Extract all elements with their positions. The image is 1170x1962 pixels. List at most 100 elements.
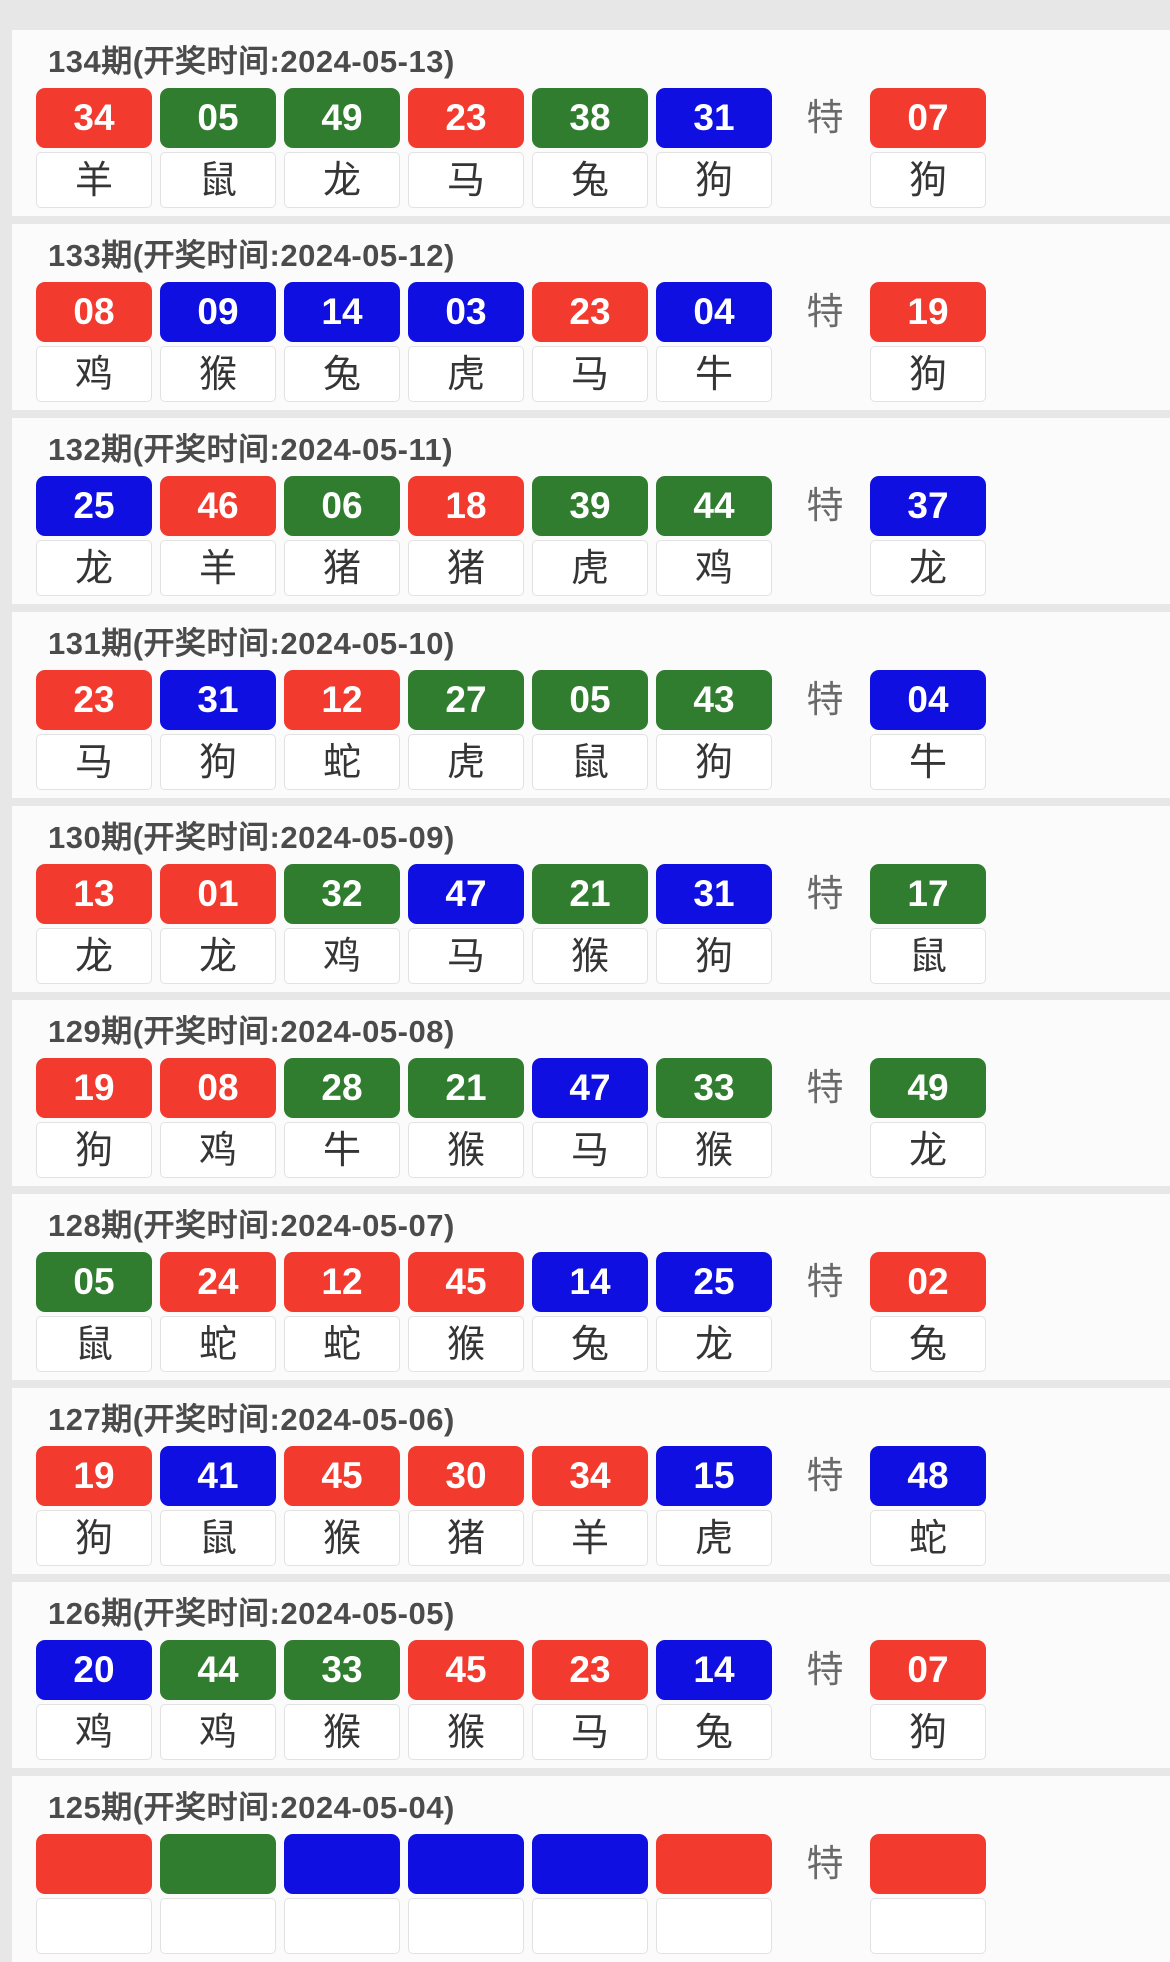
ball-cell: 12 蛇: [284, 670, 400, 790]
number-ball: 12: [284, 670, 400, 730]
special-label: 特: [806, 97, 844, 138]
ball-row: 34 羊 05 鼠 49 龙 23 马 38 兔 31 狗特 07 狗: [12, 88, 1170, 208]
zodiac-label: 鸡: [36, 1704, 152, 1760]
zodiac-label: 猪: [408, 1510, 524, 1566]
zodiac-label: 羊: [532, 1510, 648, 1566]
number-ball: 49: [284, 88, 400, 148]
number-ball: 27: [408, 670, 524, 730]
number-ball: 49: [870, 1058, 986, 1118]
zodiac-label: 牛: [656, 346, 772, 402]
number-ball: 07: [870, 88, 986, 148]
number-ball: 23: [532, 282, 648, 342]
special-ball-cell: 17 鼠: [870, 864, 986, 984]
zodiac-label: 蛇: [160, 1316, 276, 1372]
ball-cell: 34 羊: [36, 88, 152, 208]
number-ball: 13: [36, 864, 152, 924]
zodiac-label: 兔: [532, 1316, 648, 1372]
zodiac-label: 鸡: [284, 928, 400, 984]
zodiac-label: 马: [532, 346, 648, 402]
zodiac-label: 鸡: [160, 1122, 276, 1178]
zodiac-label: 虎: [532, 540, 648, 596]
number-ball: 21: [532, 864, 648, 924]
zodiac-label: 羊: [160, 540, 276, 596]
number-ball: [408, 1834, 524, 1894]
zodiac-label: 鼠: [870, 928, 986, 984]
draw-block: 133期(开奖时间:2024-05-12) 08 鸡 09 猴 14 兔 03 虎 23 马 04 牛…: [12, 224, 1170, 410]
ball-cell: 20 鸡: [36, 1640, 152, 1760]
zodiac-label: 狗: [656, 928, 772, 984]
ball-cell: 38 兔: [532, 88, 648, 208]
ball-cell: 13 龙: [36, 864, 152, 984]
number-ball: 45: [284, 1446, 400, 1506]
zodiac-label: 虎: [408, 734, 524, 790]
zodiac-label: 兔: [284, 346, 400, 402]
special-ball-cell: 02 兔: [870, 1252, 986, 1372]
ball-row: 25 龙 46 羊 06 猪 18 猪 39 虎 44 鸡特 37 龙: [12, 476, 1170, 596]
draw-title: 132期(开奖时间:2024-05-11): [48, 432, 454, 467]
ball-row: 20 鸡 44 鸡 33 猴 45 猴 23 马 14 兔特 07 狗: [12, 1640, 1170, 1760]
ball-row: 23 马 31 狗 12 蛇 27 虎 05 鼠 43 狗特 04 牛: [12, 670, 1170, 790]
number-ball: 47: [408, 864, 524, 924]
zodiac-label: 猴: [532, 928, 648, 984]
ball-cell: 31 狗: [656, 88, 772, 208]
zodiac-label: 马: [532, 1704, 648, 1760]
zodiac-label: 龙: [36, 928, 152, 984]
zodiac-label: 马: [408, 928, 524, 984]
ball-cell: 27 虎: [408, 670, 524, 790]
ball-cell: 05 鼠: [36, 1252, 152, 1372]
number-ball: 23: [36, 670, 152, 730]
page-top-margin: [0, 0, 1170, 30]
draw-results-list: 134期(开奖时间:2024-05-13) 34 羊 05 鼠 49 龙 23 马 38 兔 31 狗…: [0, 30, 1170, 1962]
ball-cell: 09 猴: [160, 282, 276, 402]
special-label: 特: [806, 485, 844, 526]
zodiac-label: 狗: [870, 152, 986, 208]
number-ball: 37: [870, 476, 986, 536]
ball-cell: 45 猴: [408, 1252, 524, 1372]
zodiac-label: 羊: [36, 152, 152, 208]
zodiac-label: 鸡: [36, 346, 152, 402]
ball-cell: 14 兔: [532, 1252, 648, 1372]
zodiac-label: 龙: [36, 540, 152, 596]
special-label: 特: [806, 679, 844, 720]
number-ball: 38: [532, 88, 648, 148]
number-ball: [656, 1834, 772, 1894]
number-ball: 31: [656, 88, 772, 148]
number-ball: 41: [160, 1446, 276, 1506]
number-ball: 30: [408, 1446, 524, 1506]
ball-cell: 47 马: [532, 1058, 648, 1178]
draw-title: 127期(开奖时间:2024-05-06): [48, 1402, 455, 1437]
zodiac-label: 鼠: [160, 1510, 276, 1566]
number-ball: 25: [656, 1252, 772, 1312]
ball-cell: 41 鼠: [160, 1446, 276, 1566]
zodiac-label: 猴: [284, 1704, 400, 1760]
ball-cell: 45 猴: [408, 1640, 524, 1760]
ball-cell: 05 鼠: [532, 670, 648, 790]
number-ball: [870, 1834, 986, 1894]
zodiac-label: 蛇: [284, 1316, 400, 1372]
draw-title: 128期(开奖时间:2024-05-07): [48, 1208, 455, 1243]
number-ball: 02: [870, 1252, 986, 1312]
zodiac-label: 猴: [408, 1704, 524, 1760]
zodiac-label: [870, 1898, 986, 1954]
number-ball: 25: [36, 476, 152, 536]
number-ball: 20: [36, 1640, 152, 1700]
zodiac-label: 马: [408, 152, 524, 208]
ball-cell: 23 马: [408, 88, 524, 208]
number-ball: 32: [284, 864, 400, 924]
zodiac-label: 狗: [656, 152, 772, 208]
number-ball: 14: [532, 1252, 648, 1312]
ball-cell: 25 龙: [36, 476, 152, 596]
zodiac-label: 鼠: [160, 152, 276, 208]
draw-block: 130期(开奖时间:2024-05-09) 13 龙 01 龙 32 鸡 47 马 21 猴 31 狗…: [12, 806, 1170, 992]
ball-cell: 44 鸡: [656, 476, 772, 596]
special-label: 特: [806, 873, 844, 914]
ball-cell: [160, 1834, 276, 1954]
zodiac-label: [656, 1898, 772, 1954]
zodiac-label: 猴: [284, 1510, 400, 1566]
ball-row: 08 鸡 09 猴 14 兔 03 虎 23 马 04 牛特 19 狗: [12, 282, 1170, 402]
zodiac-label: 虎: [408, 346, 524, 402]
number-ball: [160, 1834, 276, 1894]
zodiac-label: [532, 1898, 648, 1954]
ball-cell: 31 狗: [160, 670, 276, 790]
draw-title: 131期(开奖时间:2024-05-10): [48, 626, 455, 661]
